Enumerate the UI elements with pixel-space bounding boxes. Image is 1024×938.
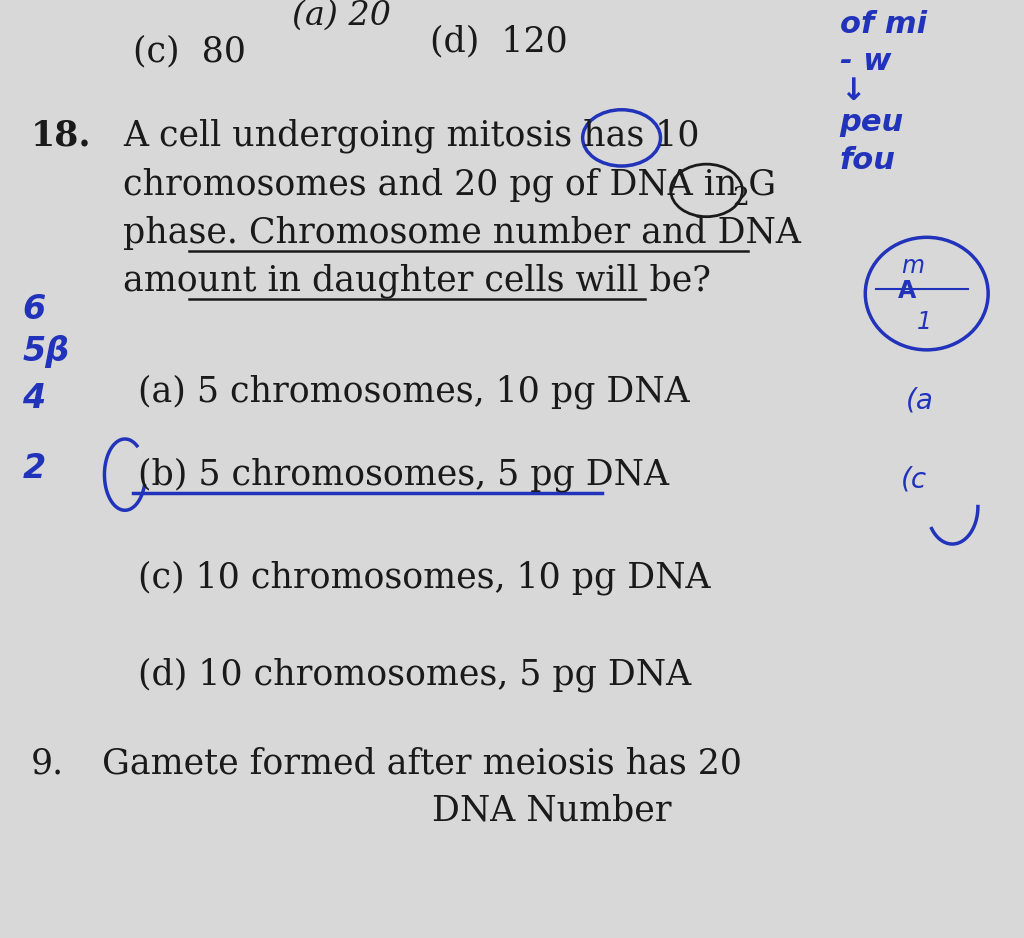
Text: 6: 6 [23,293,46,325]
Text: (b) 5 chromosomes, 5 pg DNA: (b) 5 chromosomes, 5 pg DNA [138,457,670,492]
Text: amount in daughter cells will be?: amount in daughter cells will be? [123,264,711,298]
Text: (a: (a [906,387,934,415]
Text: (c: (c [901,466,928,493]
Text: 2: 2 [732,186,749,210]
Text: 2: 2 [23,452,46,485]
Text: (a) 20: (a) 20 [292,0,391,31]
Text: 4: 4 [23,382,46,415]
Text: 9.: 9. [31,747,63,780]
Text: 5β: 5β [23,335,70,368]
Text: DNA Number: DNA Number [102,794,672,827]
Text: (a) 5 chromosomes, 10 pg DNA: (a) 5 chromosomes, 10 pg DNA [138,374,690,409]
Text: (d)  120: (d) 120 [430,24,568,58]
Text: fou: fou [840,145,896,174]
Text: (d) 10 chromosomes, 5 pg DNA: (d) 10 chromosomes, 5 pg DNA [138,658,691,692]
Text: 18.: 18. [31,118,91,152]
Text: A cell undergoing mitosis has 10: A cell undergoing mitosis has 10 [123,118,699,153]
Text: Gamete formed after meiosis has 20: Gamete formed after meiosis has 20 [102,747,742,780]
Text: (c) 10 chromosomes, 10 pg DNA: (c) 10 chromosomes, 10 pg DNA [138,560,711,595]
Text: m: m [901,254,924,278]
Text: phase. Chromosome number and DNA: phase. Chromosome number and DNA [123,216,801,250]
Text: 1: 1 [916,310,932,334]
Text: - w: - w [840,47,891,76]
Text: ↓: ↓ [840,77,865,106]
Text: of mi: of mi [840,9,927,38]
Text: (c)  80: (c) 80 [133,34,246,68]
Text: chromosomes and 20 pg of DNA in G: chromosomes and 20 pg of DNA in G [123,167,776,202]
Text: peu: peu [840,108,904,137]
Text: A: A [898,280,916,303]
